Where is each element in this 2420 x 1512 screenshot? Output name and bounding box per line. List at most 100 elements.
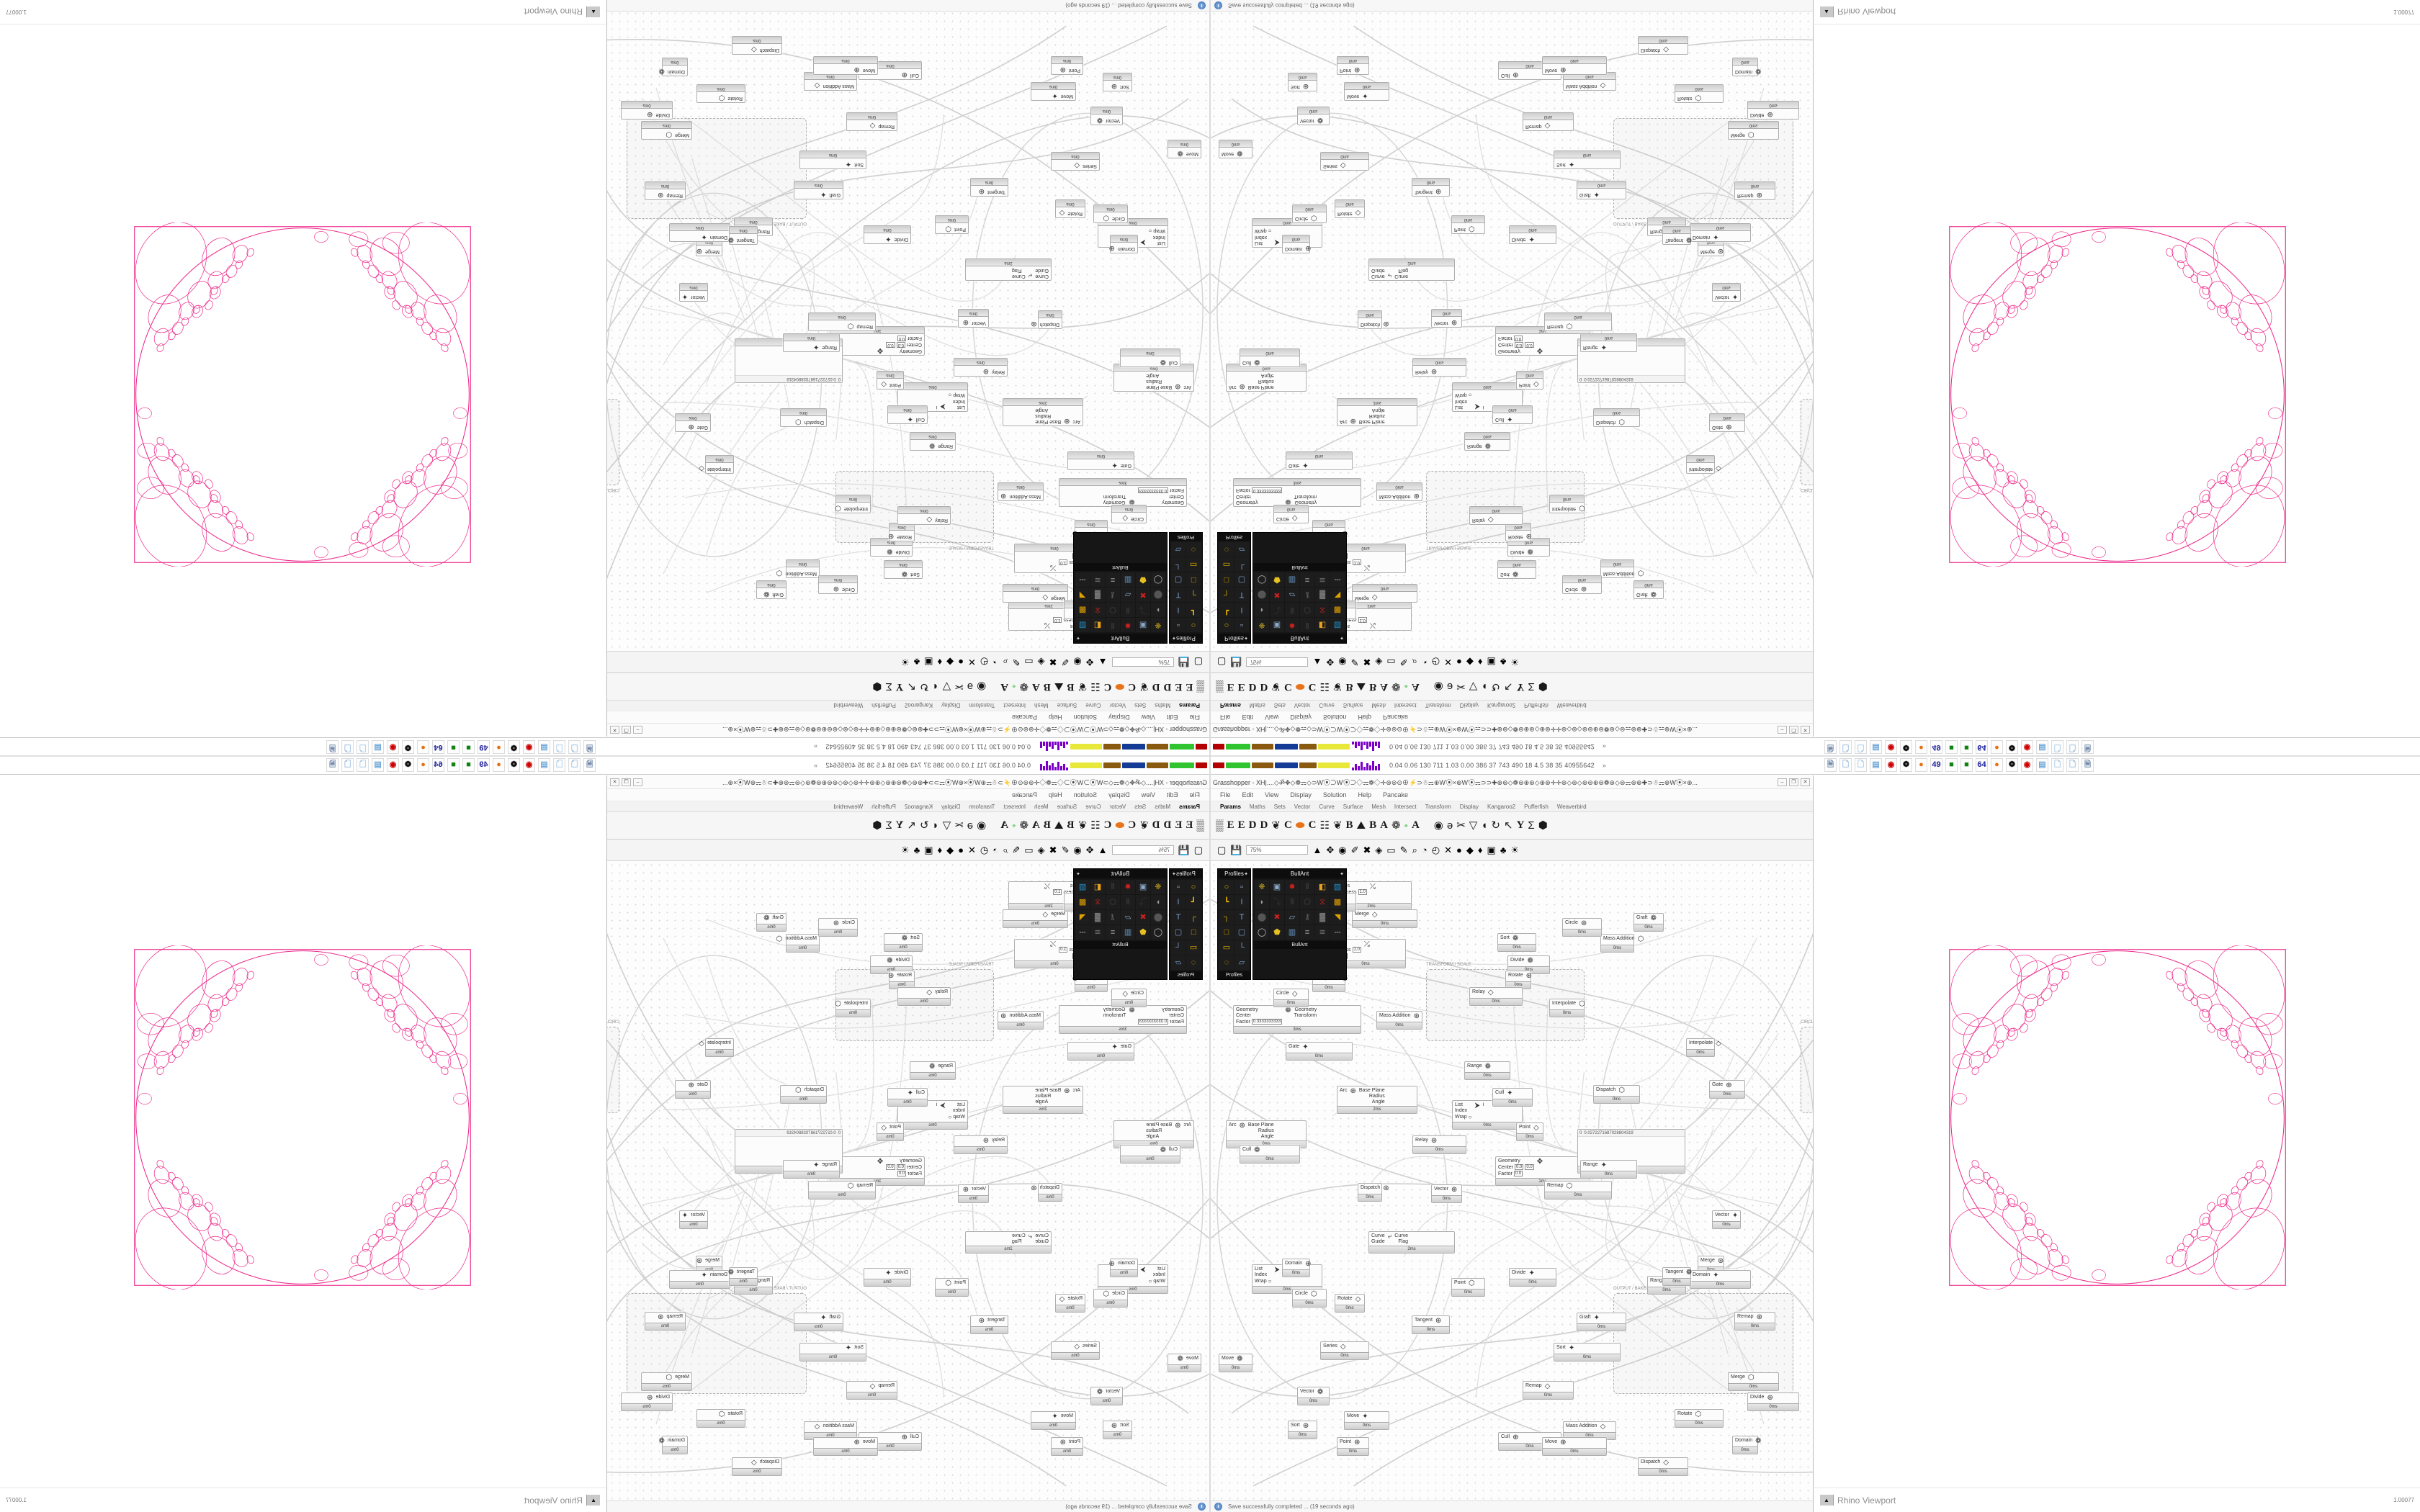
panel-header[interactable]: 0 0.0272271687028804319 [735, 375, 842, 382]
gh-component[interactable]: Point ◇ 0ms [1516, 371, 1543, 390]
dot-icon[interactable]: ● [958, 845, 964, 855]
bird-icon[interactable]: ❦ [1139, 680, 1149, 693]
ribbon-tab-sets[interactable]: Sets [1134, 803, 1147, 810]
gh-component[interactable]: Vector ❁ 0ms [1090, 1387, 1123, 1405]
notepad3-icon[interactable]: 🗋 [357, 740, 369, 754]
ribbon-tab-display[interactable]: Display [941, 702, 961, 709]
terminal-icon[interactable]: ■ [462, 740, 475, 754]
profiles-palette[interactable]: Profiles ✦ ○ ▫ ┗ I ┐ T □ ▢ ▭ └ ◌ ▱ Profiles [1169, 532, 1203, 644]
rect-profile-icon[interactable]: ▭ [1219, 557, 1234, 572]
gem-yellow-icon[interactable]: ❈ [1151, 618, 1165, 632]
grid-icon[interactable]: ▒ [1196, 819, 1204, 832]
gh-component[interactable]: Divide ⊕ 0ms [621, 101, 673, 120]
node-group-frame[interactable] [607, 1027, 619, 1113]
component-palettes[interactable]: Profiles ✦ ○ ▫ ┗ I ┐ T □ ▢ ▭ └ ◌ ▱ Profiles BullAnt ✦ ❈ ▣ ✹… [1073, 532, 1203, 644]
bird-icon[interactable]: ❦ [1271, 680, 1281, 693]
solid-icon[interactable]: ◗ [1151, 603, 1165, 617]
mesh-grid-icon[interactable]: ☷ [1090, 680, 1101, 693]
letter-d2-icon[interactable]: D [1260, 819, 1268, 831]
gh-component[interactable]: Merge ⬡ 0ms [1728, 1372, 1779, 1391]
search-icon[interactable]: ⌕ [1003, 845, 1008, 855]
gh-component[interactable]: Arc ⊕ Base Plane Radius Angle 2ms [1337, 1086, 1417, 1114]
sheep-icon[interactable]: ❁ [1019, 819, 1029, 832]
gh-component[interactable]: Domain ⊕ 0ms [1282, 235, 1312, 253]
globe-icon[interactable]: ◔ [1421, 845, 1428, 855]
channel-profile-icon[interactable]: ┐ [1219, 588, 1234, 602]
gh-component[interactable]: Remap ⊛ 0ms [1734, 1312, 1775, 1331]
leaf-icon[interactable]: ⬩ [1012, 680, 1016, 693]
node-group-frame[interactable] [607, 399, 619, 485]
gh-component[interactable]: Sort ❁ 0ms [884, 560, 923, 579]
gh-component[interactable]: Interpolate ⬡ 0ms [1549, 495, 1585, 513]
plate2-icon[interactable]: ▱ [1285, 588, 1299, 602]
paint-icon[interactable]: ✐ [1350, 657, 1359, 667]
letter-d2-icon[interactable]: D [1152, 681, 1160, 693]
close-button[interactable]: ✕ [1801, 778, 1810, 786]
gh-component[interactable]: Merge ⬡ 0ms [1728, 121, 1779, 140]
gh-component[interactable]: Series ◇ 0ms [1051, 152, 1100, 171]
letter-e2-icon[interactable]: E [1237, 819, 1245, 831]
ribbon-tab-params[interactable]: Params [1179, 803, 1200, 810]
calculator2-icon[interactable]: ▤ [2036, 740, 2048, 754]
letter-a-icon[interactable]: A [1032, 681, 1040, 693]
redstar-icon[interactable]: ✹ [1121, 618, 1135, 632]
purlin-icon[interactable]: ≡ [1106, 572, 1120, 587]
letter-c-icon[interactable]: C [1283, 681, 1292, 693]
mountain-icon[interactable]: ⛰ [1054, 680, 1064, 693]
notepad-icon[interactable]: 🗋 [1839, 740, 1852, 754]
weld-icon[interactable]: ✖ [1136, 910, 1150, 924]
center-x-value[interactable]: 0.0 [1515, 1164, 1524, 1170]
grasshopper-icon[interactable]: ❁ [1900, 758, 1912, 772]
menu-item-edit[interactable]: Edit [1166, 791, 1178, 798]
poly-icon[interactable]: ⬠ [1106, 895, 1120, 909]
ribbon-tab-weaverbird[interactable]: Weaverbird [833, 702, 864, 709]
desktop-taskbar[interactable]: 0.04 0.06 130 711 1.03 0.00 386 37 743 4… [1210, 756, 2420, 775]
center-x-value[interactable]: 0.0 [1515, 342, 1524, 348]
circle-profile-icon[interactable]: ○ [1219, 880, 1234, 894]
text-editor-icon[interactable]: 🗎 [1824, 740, 1837, 754]
letter-c-icon[interactable]: C [1283, 819, 1292, 831]
gh-component[interactable]: Curve Guide ⤶ Curve Flag 2ms [965, 258, 1052, 281]
mountain-icon[interactable]: ⛰ [1356, 680, 1366, 693]
leaf-icon[interactable]: ⬩ [1012, 819, 1016, 832]
floppy-64-icon[interactable]: 64 [1976, 758, 1988, 772]
grasshopper-canvas-toolbar[interactable]: ▢ 💾 75% ▲ ✥ ◉ ✐ ✖ ◈ ▭ ✎ ⌕ ◔ ◴ ✕ ● ◆ ♦ ▣ ♣ ☀ [1210, 840, 1813, 861]
paint-icon[interactable]: ✐ [1061, 845, 1070, 855]
gh-component[interactable]: Sort ❁ 0ms [1497, 933, 1536, 952]
floppy-64-icon[interactable]: 64 [432, 758, 444, 772]
tube-icon[interactable]: ◯ [1255, 925, 1269, 940]
gh-component[interactable]: Remap ⊛ 0ms [645, 1312, 686, 1331]
gh-component[interactable]: Move ❁ 0ms [1219, 1354, 1252, 1372]
arrow-icon[interactable]: ↖ [907, 819, 917, 832]
menu-item-pancake[interactable]: Pancake [1382, 714, 1408, 721]
letter-y-icon[interactable]: Y [895, 819, 904, 831]
ribbon-tab-intersect[interactable]: Intersect [1394, 702, 1417, 709]
globe-icon[interactable]: ◔ [992, 657, 999, 667]
menu-item-help[interactable]: Help [1049, 791, 1062, 798]
grid-icon[interactable]: ▒ [1216, 819, 1224, 832]
thickness-value[interactable]: 1.0 [1352, 559, 1361, 565]
grasshopper-titlebar[interactable]: Grasshopper - XH|....◇ॐ✥◇❁⚎◇⊃Ⱳ⦿⊃Ⱳ⦿⊃◇⚎❁◇✛… [1210, 775, 1813, 789]
gh-component[interactable]: Dispatch ⬡ 0ms [780, 1085, 827, 1104]
hook-icon[interactable]: ə [967, 680, 974, 693]
center-x-value[interactable]: 0.0 [896, 342, 905, 348]
menu-item-view[interactable]: View [1141, 791, 1155, 798]
node-icon[interactable]: ⬤ [1255, 588, 1269, 602]
cross-icon[interactable]: ✕ [967, 657, 976, 667]
cluster-icon[interactable]: ◈ [1037, 845, 1045, 855]
hex-icon[interactable]: ⬢ [872, 680, 882, 693]
minimize-button[interactable]: – [1778, 778, 1787, 786]
gh-component[interactable]: Series ◇ 0ms [1320, 152, 1369, 171]
gh-component[interactable]: Arc ⊕ Base Plane Radius Angle 0ms [1226, 1120, 1307, 1148]
fit-view-icon[interactable]: ✥ [1085, 845, 1094, 855]
ring-profile-icon[interactable]: ◌ [1219, 542, 1234, 557]
circle-profile-icon[interactable]: ○ [1219, 618, 1234, 632]
menu-item-solution[interactable]: Solution [1073, 791, 1098, 798]
gh-component[interactable]: Tangent ⊕ 0ms [970, 178, 1008, 197]
cluster-icon[interactable]: ◈ [1375, 845, 1383, 855]
gh-component[interactable]: Point ◇ 0ms [877, 371, 904, 390]
floppy-64-icon[interactable]: 64 [432, 740, 444, 754]
rhino-viewport-bar[interactable]: ▲ Rhino Viewport 1.00077 [0, 1488, 606, 1512]
mesh-grid-icon[interactable]: ☷ [1319, 680, 1330, 693]
hex-icon[interactable]: ⬢ [1538, 680, 1548, 693]
